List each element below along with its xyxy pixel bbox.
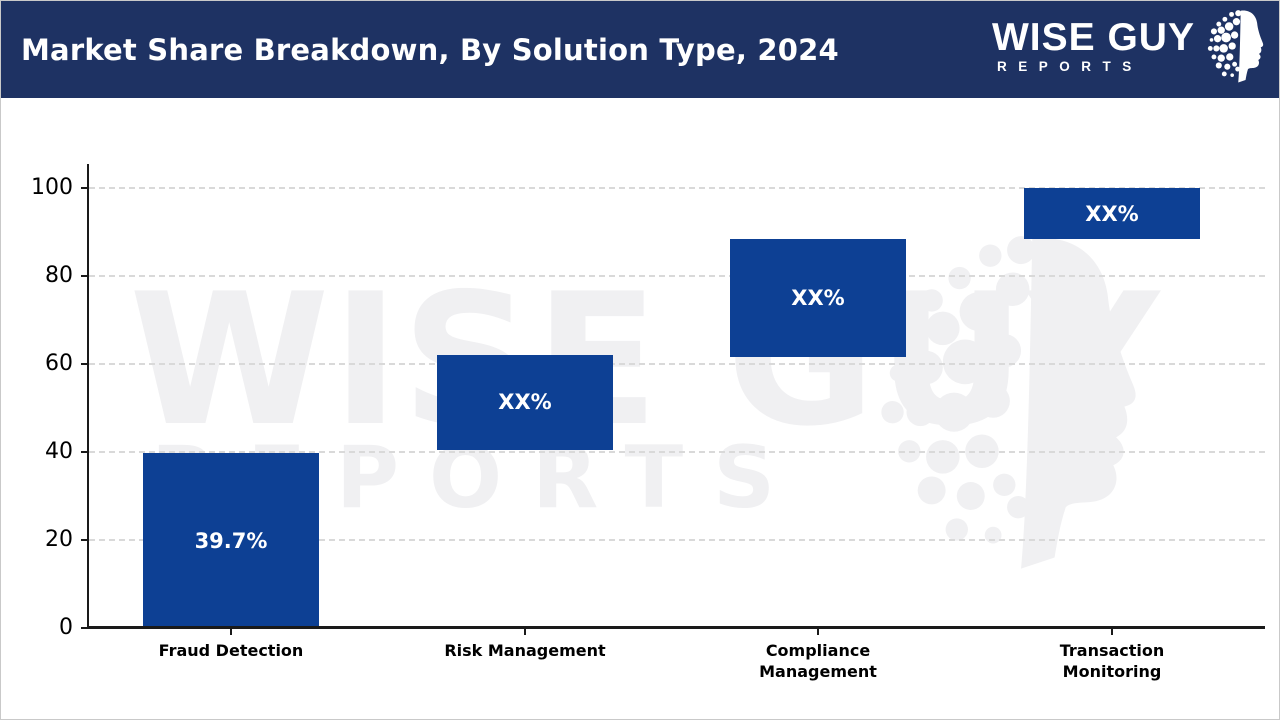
brand-logo-text: WISE GUY REPORTS — [991, 15, 1195, 75]
y-axis-tick-label: 20 — [45, 527, 73, 552]
brand-logo: WISE GUY REPORTS — [992, 7, 1265, 85]
gridline — [89, 187, 1265, 189]
gridline — [89, 539, 1265, 541]
y-axis-tick-label: 0 — [59, 615, 73, 640]
bar-segment: XX% — [730, 239, 906, 357]
category-label: Risk Management — [444, 641, 606, 660]
bar-segment: XX% — [437, 355, 613, 450]
bar-value-label: XX% — [1085, 201, 1139, 226]
x-axis-tick-mark — [230, 629, 232, 635]
bar-segment: XX% — [1024, 188, 1200, 240]
y-axis-tick-label: 100 — [31, 175, 73, 200]
y-axis-line — [87, 164, 89, 629]
gridline — [89, 275, 1265, 277]
x-axis-tick-mark — [524, 629, 526, 635]
y-axis-tick-mark — [81, 451, 88, 453]
bar-segment: 39.7% — [143, 453, 319, 628]
header: Market Share Breakdown, By Solution Type… — [1, 1, 1279, 98]
gridline — [89, 451, 1265, 453]
x-axis-line — [87, 626, 1265, 629]
x-axis-tick-mark — [817, 629, 819, 635]
y-axis-tick-mark — [81, 627, 88, 629]
category-label: Transaction Monitoring — [1059, 641, 1165, 681]
y-axis-tick-label: 80 — [45, 263, 73, 288]
gridline — [89, 363, 1265, 365]
bar-value-label: XX% — [791, 285, 845, 310]
brand-name: WISE GUY — [991, 15, 1195, 59]
page-title: Market Share Breakdown, By Solution Type… — [21, 32, 839, 67]
category-label: Fraud Detection — [158, 641, 304, 660]
brand-subname: REPORTS — [996, 59, 1143, 75]
y-axis-tick-mark — [81, 539, 88, 541]
y-axis-tick-mark — [81, 187, 88, 189]
y-axis-tick-label: 40 — [45, 439, 73, 464]
bar-value-label: XX% — [498, 390, 552, 415]
bar-value-label: 39.7% — [194, 528, 268, 553]
y-axis-tick-mark — [81, 363, 88, 365]
y-axis-tick-label: 60 — [45, 351, 73, 376]
x-axis-tick-mark — [1111, 629, 1113, 635]
y-axis-tick-mark — [81, 275, 88, 277]
category-label: Compliance Management — [759, 641, 877, 681]
brand-head-icon — [1207, 10, 1264, 83]
plot-area: 0 20 40 60 80 100 39.7% Fraud Detection XX% Risk … — [1, 98, 1279, 719]
